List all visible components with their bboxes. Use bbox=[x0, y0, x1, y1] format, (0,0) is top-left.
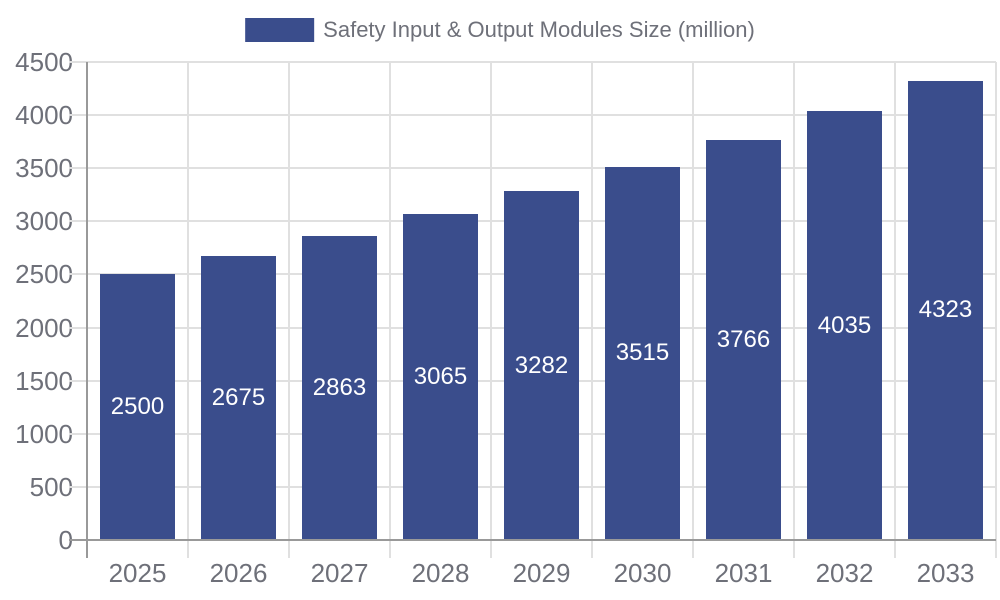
bar-2031[interactable]: 3766 bbox=[706, 139, 781, 540]
y-axis-tick-label: 4500 bbox=[15, 47, 73, 77]
gridline-y-4500 bbox=[69, 61, 996, 63]
bar-value-label: 3065 bbox=[413, 363, 468, 391]
x-axis-category-label: 2025 bbox=[108, 558, 167, 588]
gridline-x bbox=[288, 62, 290, 558]
gridline-x bbox=[591, 62, 593, 558]
gridline-x bbox=[995, 62, 997, 558]
gridline-y-4000 bbox=[69, 114, 996, 117]
bar-value-label: 2500 bbox=[110, 393, 165, 421]
x-axis-category-label: 2027 bbox=[310, 558, 369, 588]
gridline-x bbox=[793, 62, 795, 558]
x-axis-category-label: 2029 bbox=[512, 558, 571, 588]
plot-area: 0 500 1000 1500 2000 2500 3000 3500 4000 4500 2500… bbox=[15, 47, 997, 586]
bar-2033[interactable]: 4323 bbox=[908, 80, 983, 540]
bar-value-label: 2675 bbox=[211, 383, 266, 411]
y-axis-tick-label: 2000 bbox=[15, 312, 73, 343]
y-axis-tick-label: 3500 bbox=[15, 153, 73, 184]
x-axis-category-label: 2026 bbox=[209, 558, 268, 588]
gridline-x bbox=[894, 62, 896, 558]
y-axis-tick-label: 4000 bbox=[15, 100, 73, 131]
y-axis-tick-label: 1000 bbox=[15, 418, 73, 449]
bar-value-label: 2863 bbox=[312, 373, 367, 401]
gridline-x bbox=[692, 62, 694, 558]
x-axis-line bbox=[69, 539, 996, 541]
bar-2026[interactable]: 2675 bbox=[201, 255, 276, 540]
bar-value-label: 4035 bbox=[817, 311, 872, 339]
bar-value-label: 3515 bbox=[615, 339, 670, 367]
x-axis-category-label: 2028 bbox=[411, 558, 470, 588]
y-axis-tick-label: 2500 bbox=[15, 259, 73, 290]
gridline-y-3500 bbox=[69, 167, 996, 170]
x-axis-category-label: 2031 bbox=[714, 558, 773, 588]
bar-2025[interactable]: 2500 bbox=[100, 274, 175, 540]
gridline-x bbox=[389, 62, 391, 558]
gridline-x bbox=[490, 62, 492, 558]
bar-2028[interactable]: 3065 bbox=[403, 214, 478, 540]
legend-swatch bbox=[245, 18, 315, 42]
bar-value-label: 3282 bbox=[514, 351, 569, 379]
gridline-x bbox=[187, 62, 189, 558]
x-axis-category-label: 2030 bbox=[613, 558, 672, 588]
bar-value-label: 3766 bbox=[716, 325, 771, 353]
bar-2032[interactable]: 4035 bbox=[807, 111, 882, 540]
bar-2029[interactable]: 3282 bbox=[504, 191, 579, 540]
legend-series-label: Safety Input & Output Modules Size (mill… bbox=[323, 17, 755, 42]
y-axis-line bbox=[86, 62, 88, 558]
y-axis-tick-label: 500 bbox=[29, 471, 73, 502]
bar-value-label: 4323 bbox=[918, 296, 973, 324]
y-axis-tick-label: 3000 bbox=[15, 206, 73, 237]
y-axis-tick-label: 0 bbox=[58, 525, 73, 555]
bar-2030[interactable]: 3515 bbox=[605, 166, 680, 540]
x-axis-category-label: 2033 bbox=[916, 558, 975, 588]
y-axis-tick-label: 1500 bbox=[15, 365, 73, 396]
legend[interactable]: Safety Input & Output Modules Size (mill… bbox=[245, 17, 755, 43]
x-axis-category-label: 2032 bbox=[815, 558, 874, 588]
bar-2027[interactable]: 2863 bbox=[302, 235, 377, 540]
